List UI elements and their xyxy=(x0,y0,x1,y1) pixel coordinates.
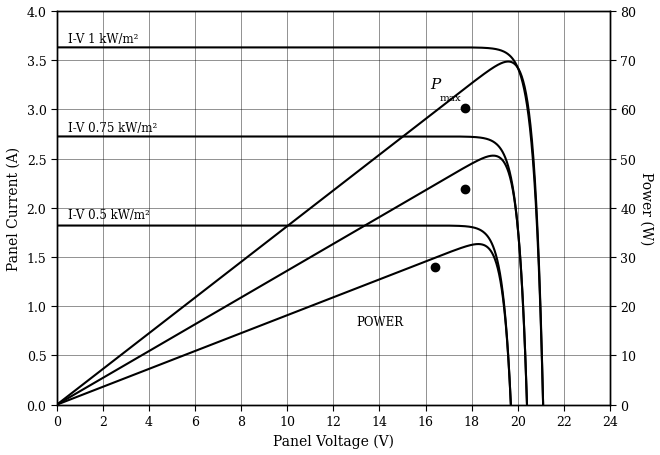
Text: POWER: POWER xyxy=(356,315,403,328)
Y-axis label: Power (W): Power (W) xyxy=(639,172,653,245)
Y-axis label: Panel Current (A): Panel Current (A) xyxy=(7,147,21,270)
X-axis label: Panel Voltage (V): Panel Voltage (V) xyxy=(273,434,394,448)
Text: I-V 0.5 kW/m²: I-V 0.5 kW/m² xyxy=(69,209,150,222)
Text: I-V 0.75 kW/m²: I-V 0.75 kW/m² xyxy=(69,121,158,134)
Text: max: max xyxy=(440,93,461,102)
Text: I-V 1 kW/m²: I-V 1 kW/m² xyxy=(69,33,139,46)
Text: P: P xyxy=(430,77,440,91)
